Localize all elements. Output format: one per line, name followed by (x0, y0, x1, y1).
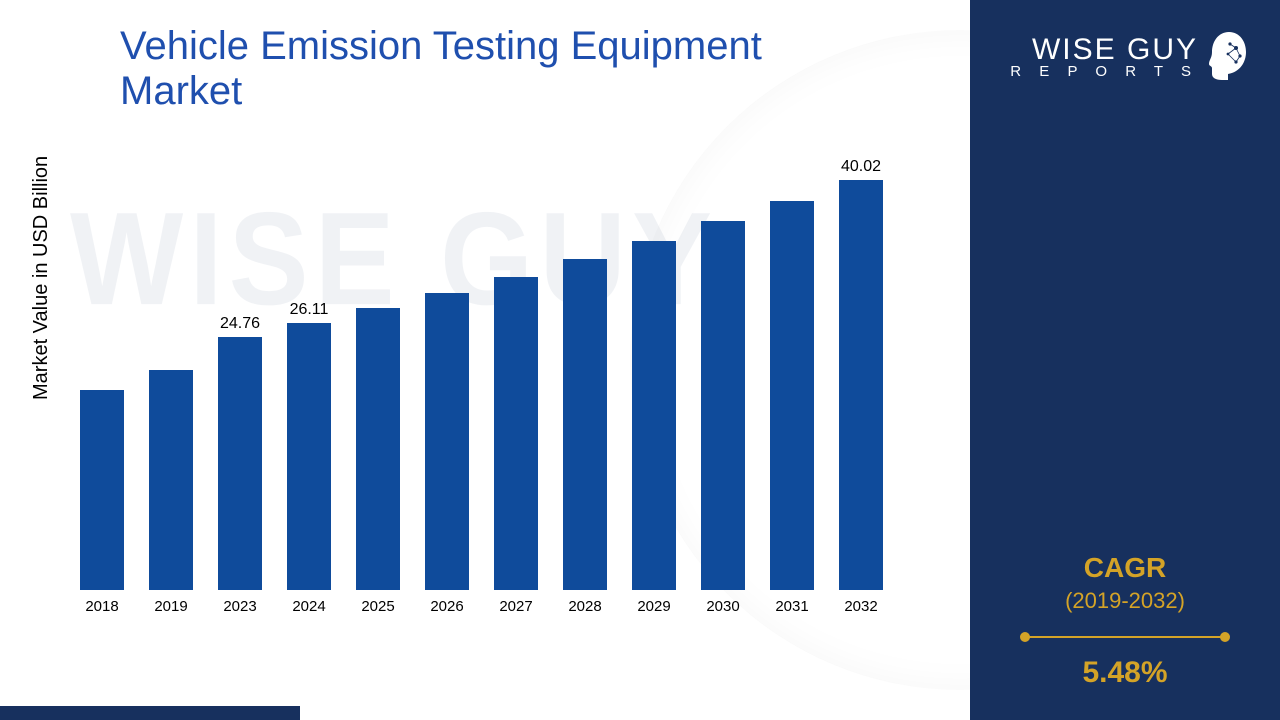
x-tick-label: 2023 (218, 598, 262, 615)
chart-area: 2018 2019 24.762023 26.112024 2025 2026 2027 20… (72, 160, 902, 590)
bar-wrap: 2019 (149, 370, 193, 590)
bar-value-label: 24.76 (218, 315, 262, 333)
bar-wrap: 2018 (80, 390, 124, 590)
chart-canvas: { "title": "Vehicle Emission Testing Equ… (0, 0, 1280, 720)
bar-wrap: 2029 (632, 241, 676, 590)
bar (701, 221, 745, 590)
x-tick-label: 2024 (287, 598, 331, 615)
x-tick-label: 2032 (839, 598, 883, 615)
bar (80, 390, 124, 590)
x-tick-label: 2030 (701, 598, 745, 615)
bar-wrap: 2025 (356, 308, 400, 590)
bar-value-label: 26.11 (287, 301, 331, 319)
x-tick-label: 2029 (632, 598, 676, 615)
bar-wrap: 24.762023 (218, 337, 262, 590)
x-tick-label: 2031 (770, 598, 814, 615)
bar-wrap: 2028 (563, 259, 607, 590)
x-tick-label: 2028 (563, 598, 607, 615)
head-icon (1206, 30, 1252, 82)
bar (632, 241, 676, 590)
bar (839, 180, 883, 590)
x-tick-label: 2026 (425, 598, 469, 615)
bar (494, 277, 538, 590)
bar-wrap: 40.022032 (839, 180, 883, 590)
bar (563, 259, 607, 590)
bar-wrap: 2026 (425, 293, 469, 590)
x-tick-label: 2019 (149, 598, 193, 615)
brand-logo: WISE GUY R E P O R T S (1010, 30, 1252, 82)
bar-wrap: 26.112024 (287, 323, 331, 590)
cagr-period: (2019-2032) (970, 588, 1280, 614)
cagr-divider (1025, 636, 1225, 638)
bar (287, 323, 331, 590)
bar-wrap: 2027 (494, 277, 538, 590)
logo-line2: R E P O R T S (1010, 63, 1198, 80)
x-tick-label: 2025 (356, 598, 400, 615)
x-tick-label: 2027 (494, 598, 538, 615)
bar-value-label: 40.02 (839, 158, 883, 176)
bar (149, 370, 193, 590)
bar (770, 201, 814, 590)
y-axis-label: Market Value in USD Billion (30, 156, 53, 400)
cagr-value: 5.48% (970, 656, 1280, 690)
chart-title: Vehicle Emission Testing Equipment Marke… (120, 24, 880, 114)
cagr-label: CAGR (970, 552, 1280, 584)
bar-wrap: 2031 (770, 201, 814, 590)
bars-container: 2018 2019 24.762023 26.112024 2025 2026 2027 20… (72, 160, 902, 590)
bar (356, 308, 400, 590)
bottom-accent-strip (0, 706, 300, 720)
cagr-block: CAGR (2019-2032) 5.48% (970, 552, 1280, 690)
logo-line1: WISE GUY (1032, 33, 1198, 67)
bar (218, 337, 262, 590)
bar-wrap: 2030 (701, 221, 745, 590)
x-tick-label: 2018 (80, 598, 124, 615)
bar (425, 293, 469, 590)
